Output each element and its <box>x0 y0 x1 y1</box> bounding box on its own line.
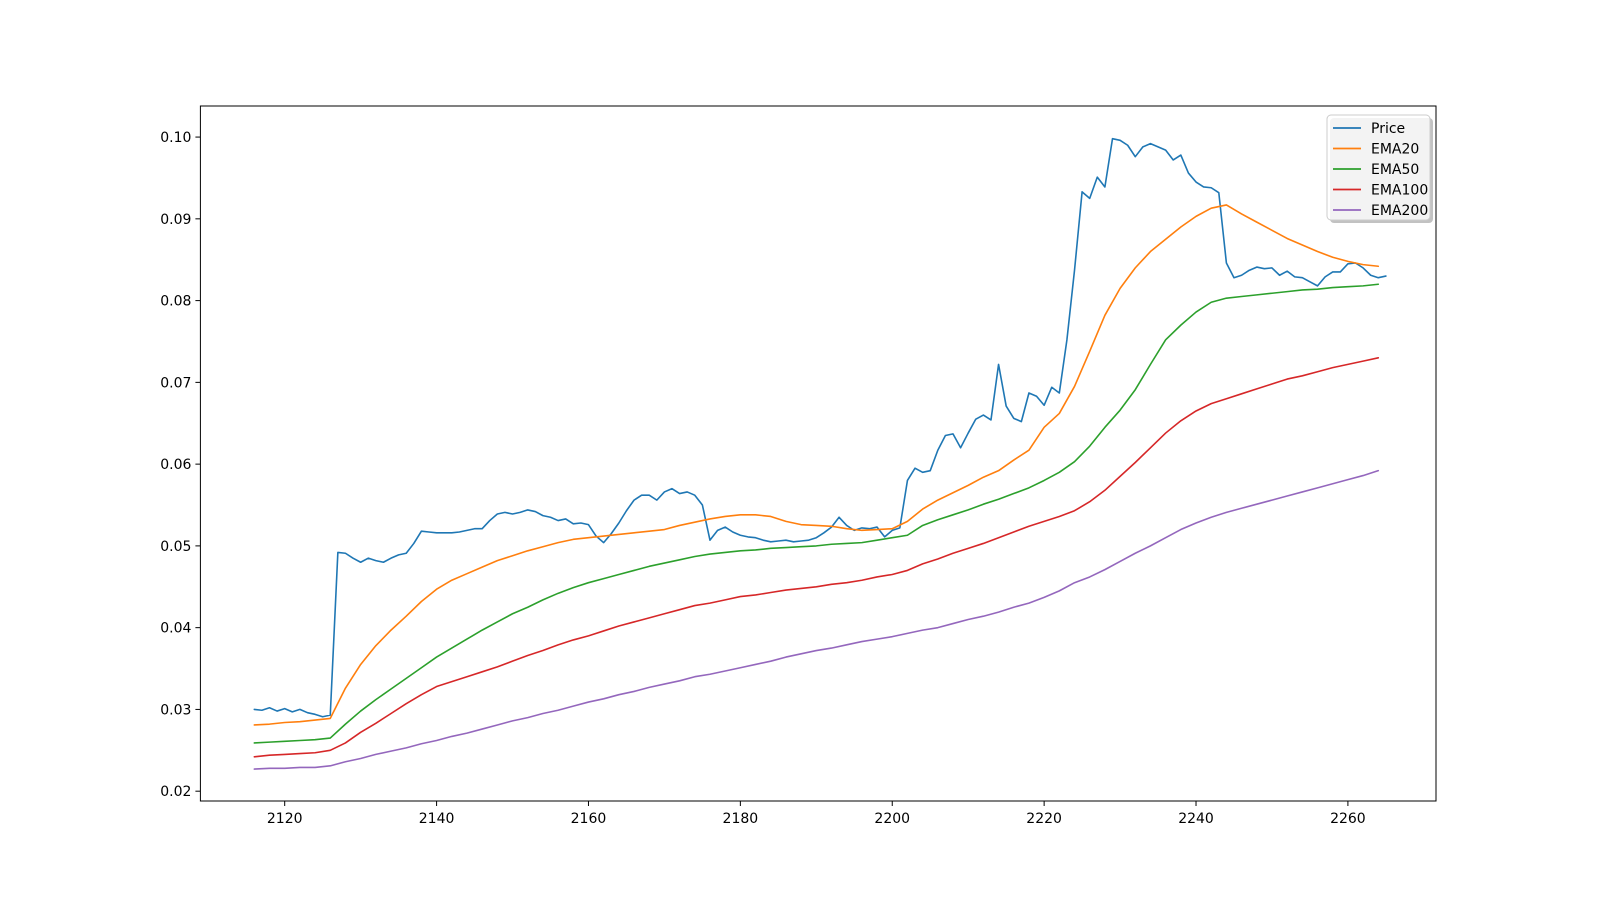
y-tick-label: 0.04 <box>160 621 191 637</box>
y-tick-label: 0.06 <box>160 457 191 473</box>
y-tick-label: 0.03 <box>160 702 191 718</box>
legend-label: Price <box>1371 121 1405 137</box>
x-axis: 2120 2140 2160 2180 2200 2220 2240 2260 <box>267 801 1366 827</box>
y-tick-label: 0.10 <box>160 130 191 146</box>
y-tick-label: 0.05 <box>160 539 191 555</box>
x-tick-label: 2120 <box>267 811 303 827</box>
y-tick-label: 0.09 <box>160 212 191 228</box>
plot-border <box>199 105 1437 802</box>
x-tick-label: 2200 <box>874 811 910 827</box>
y-axis: 0.02 0.03 0.04 0.05 0.06 0.07 0.08 0.09 0.10 <box>160 130 201 800</box>
legend-label: EMA200 <box>1371 203 1428 219</box>
legend-box <box>1326 114 1431 221</box>
series-line-ema100 <box>253 357 1380 758</box>
series-line-price <box>253 137 1387 718</box>
legend-item-ema50: EMA50 <box>1333 162 1419 178</box>
legend-item-ema100: EMA100 <box>1333 183 1428 199</box>
legend-item-ema200: EMA200 <box>1333 203 1428 219</box>
series-lines <box>253 137 1387 770</box>
legend-item-ema20: EMA20 <box>1333 142 1419 158</box>
legend-label: EMA50 <box>1371 162 1419 178</box>
legend-item-price: Price <box>1333 121 1405 137</box>
x-tick-label: 2240 <box>1178 811 1214 827</box>
legend-label: EMA20 <box>1371 142 1419 158</box>
x-tick-label: 2160 <box>571 811 607 827</box>
legend-label: EMA100 <box>1371 183 1428 199</box>
x-tick-label: 2180 <box>723 811 759 827</box>
x-tick-label: 2260 <box>1330 811 1366 827</box>
legend[interactable]: Price EMA20 EMA50 EMA100 EMA200 <box>1326 114 1433 223</box>
series-line-ema20 <box>253 204 1380 726</box>
y-tick-label: 0.02 <box>160 784 191 800</box>
x-tick-label: 2220 <box>1026 811 1062 827</box>
x-tick-label: 2140 <box>419 811 455 827</box>
series-line-ema200 <box>253 469 1380 770</box>
series-line-ema50 <box>253 283 1380 744</box>
y-tick-label: 0.08 <box>160 294 191 310</box>
y-tick-label: 0.07 <box>160 375 191 391</box>
